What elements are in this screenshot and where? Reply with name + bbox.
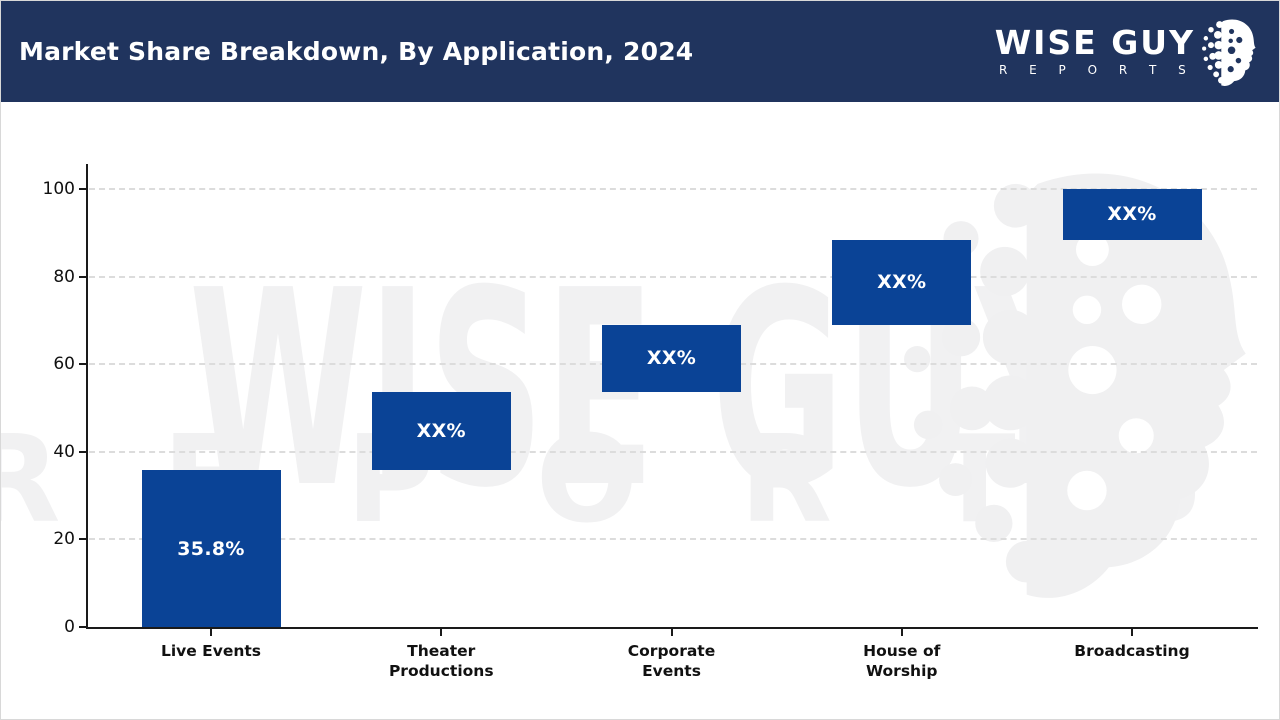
header-bar: Market Share Breakdown, By Application, …: [1, 1, 1279, 102]
bar-value-label: XX%: [416, 419, 466, 442]
x-axis-category-label: Theater Productions: [388, 642, 494, 680]
y-tick: [79, 188, 87, 190]
y-tick: [79, 363, 87, 366]
gridline-20: [89, 538, 1257, 541]
gridline-80: [89, 275, 1257, 278]
y-axis-line: [86, 164, 88, 629]
bar-value-label: XX%: [1107, 203, 1157, 226]
x-axis-category-label: Live Events: [160, 642, 262, 660]
x-axis-category-label: Broadcasting: [1074, 642, 1190, 660]
bar-value-label: XX%: [646, 347, 697, 370]
bar-segment: XX%: [832, 239, 972, 325]
y-tick: [79, 626, 87, 628]
y-tick-label: 100: [42, 179, 75, 199]
x-axis-category-label: Corporate Events: [627, 642, 716, 680]
bar-segment: XX%: [371, 391, 511, 471]
x-tick: [900, 629, 903, 636]
gridline-100: [89, 188, 1257, 190]
brand-logo: WISE GUY R E P O R T S: [995, 11, 1259, 93]
gridline-40: [89, 450, 1257, 453]
brand-head-icon: [1202, 19, 1256, 86]
bar-segment: 35.8%: [141, 470, 281, 627]
bar-value-label: XX%: [877, 271, 927, 294]
page-title: Market Share Breakdown, By Application, …: [19, 37, 694, 66]
brand-name: WISE GUY: [994, 23, 1195, 62]
x-tick: [1131, 629, 1133, 636]
bar-segment: XX%: [602, 324, 741, 392]
bar-segment: XX%: [1062, 189, 1202, 240]
brand-subtitle: R E P O R T S: [998, 63, 1195, 77]
y-tick: [79, 538, 87, 541]
x-tick: [210, 629, 212, 636]
x-tick: [670, 629, 673, 636]
y-tick: [79, 450, 87, 453]
x-axis-category-label: House of Worship: [863, 642, 941, 680]
y-tick-label: 60: [53, 354, 75, 375]
y-tick-label: 0: [64, 617, 75, 637]
y-tick-label: 80: [53, 266, 75, 287]
x-tick: [440, 629, 443, 636]
y-tick-label: 20: [53, 529, 75, 550]
x-axis-line: [86, 627, 1258, 629]
brand-logo-text: WISE GUY R E P O R T S: [995, 26, 1195, 77]
y-tick: [79, 275, 87, 278]
bar-value-label: 35.8%: [177, 537, 245, 560]
y-tick-label: 40: [53, 441, 75, 462]
